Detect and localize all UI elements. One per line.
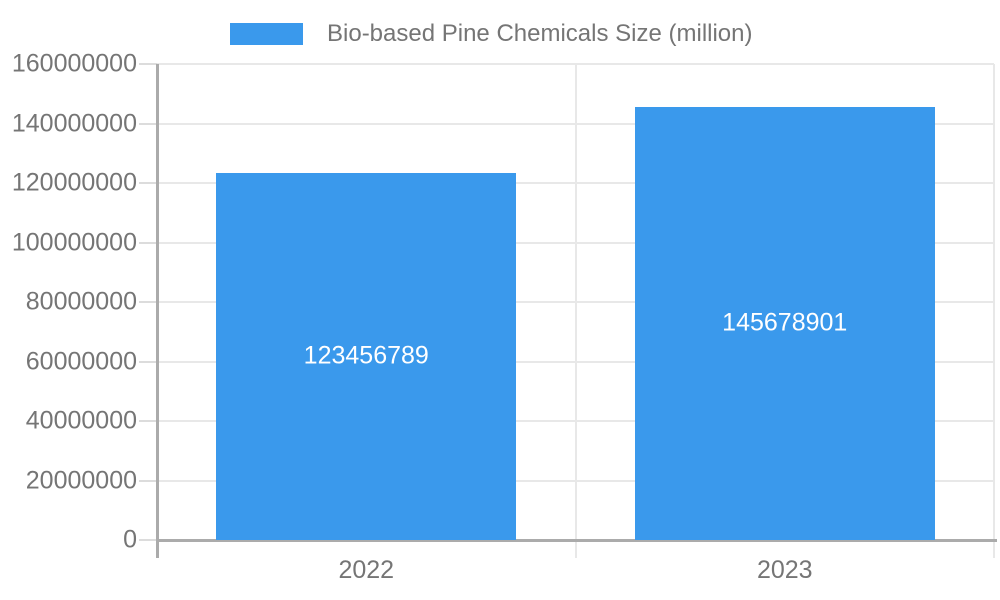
- y-axis-label: 140000000: [11, 109, 137, 137]
- y-axis-label: 120000000: [11, 168, 137, 197]
- y-axis-tick: [139, 182, 157, 184]
- y-axis-label: 40000000: [25, 406, 137, 435]
- y-axis-label: 60000000: [25, 347, 137, 375]
- bar-value-label: 123456789: [303, 341, 429, 370]
- y-axis-tick: [139, 241, 157, 244]
- y-axis-label: 80000000: [25, 287, 137, 316]
- y-axis-line: [155, 64, 159, 558]
- y-axis-label: 100000000: [11, 228, 137, 256]
- x-axis-label: 2023: [756, 556, 813, 584]
- y-axis-label: 0: [123, 525, 137, 554]
- y-axis-tick: [139, 539, 157, 541]
- y-axis-tick: [139, 122, 157, 125]
- y-axis-label: 160000000: [11, 49, 137, 78]
- bar: [634, 106, 935, 540]
- y-axis-tick: [139, 420, 157, 422]
- legend-label: Bio-based Pine Chemicals Size (million): [327, 20, 753, 47]
- y-axis-label: 20000000: [25, 466, 137, 494]
- y-axis-tick: [139, 63, 157, 65]
- y-axis-tick: [139, 479, 157, 482]
- legend-swatch: [230, 23, 303, 45]
- x-axis-label: 2022: [338, 556, 395, 584]
- bar: [216, 172, 517, 540]
- y-axis-tick: [139, 360, 157, 363]
- y-axis-tick: [139, 301, 157, 303]
- bar-value-label: 145678901: [722, 308, 848, 337]
- legend-item[interactable]: Bio-based Pine Chemicals Size (million): [230, 20, 753, 47]
- v-gridline: [574, 64, 577, 558]
- v-gridline: [993, 64, 995, 558]
- x-axis-line: [155, 538, 997, 542]
